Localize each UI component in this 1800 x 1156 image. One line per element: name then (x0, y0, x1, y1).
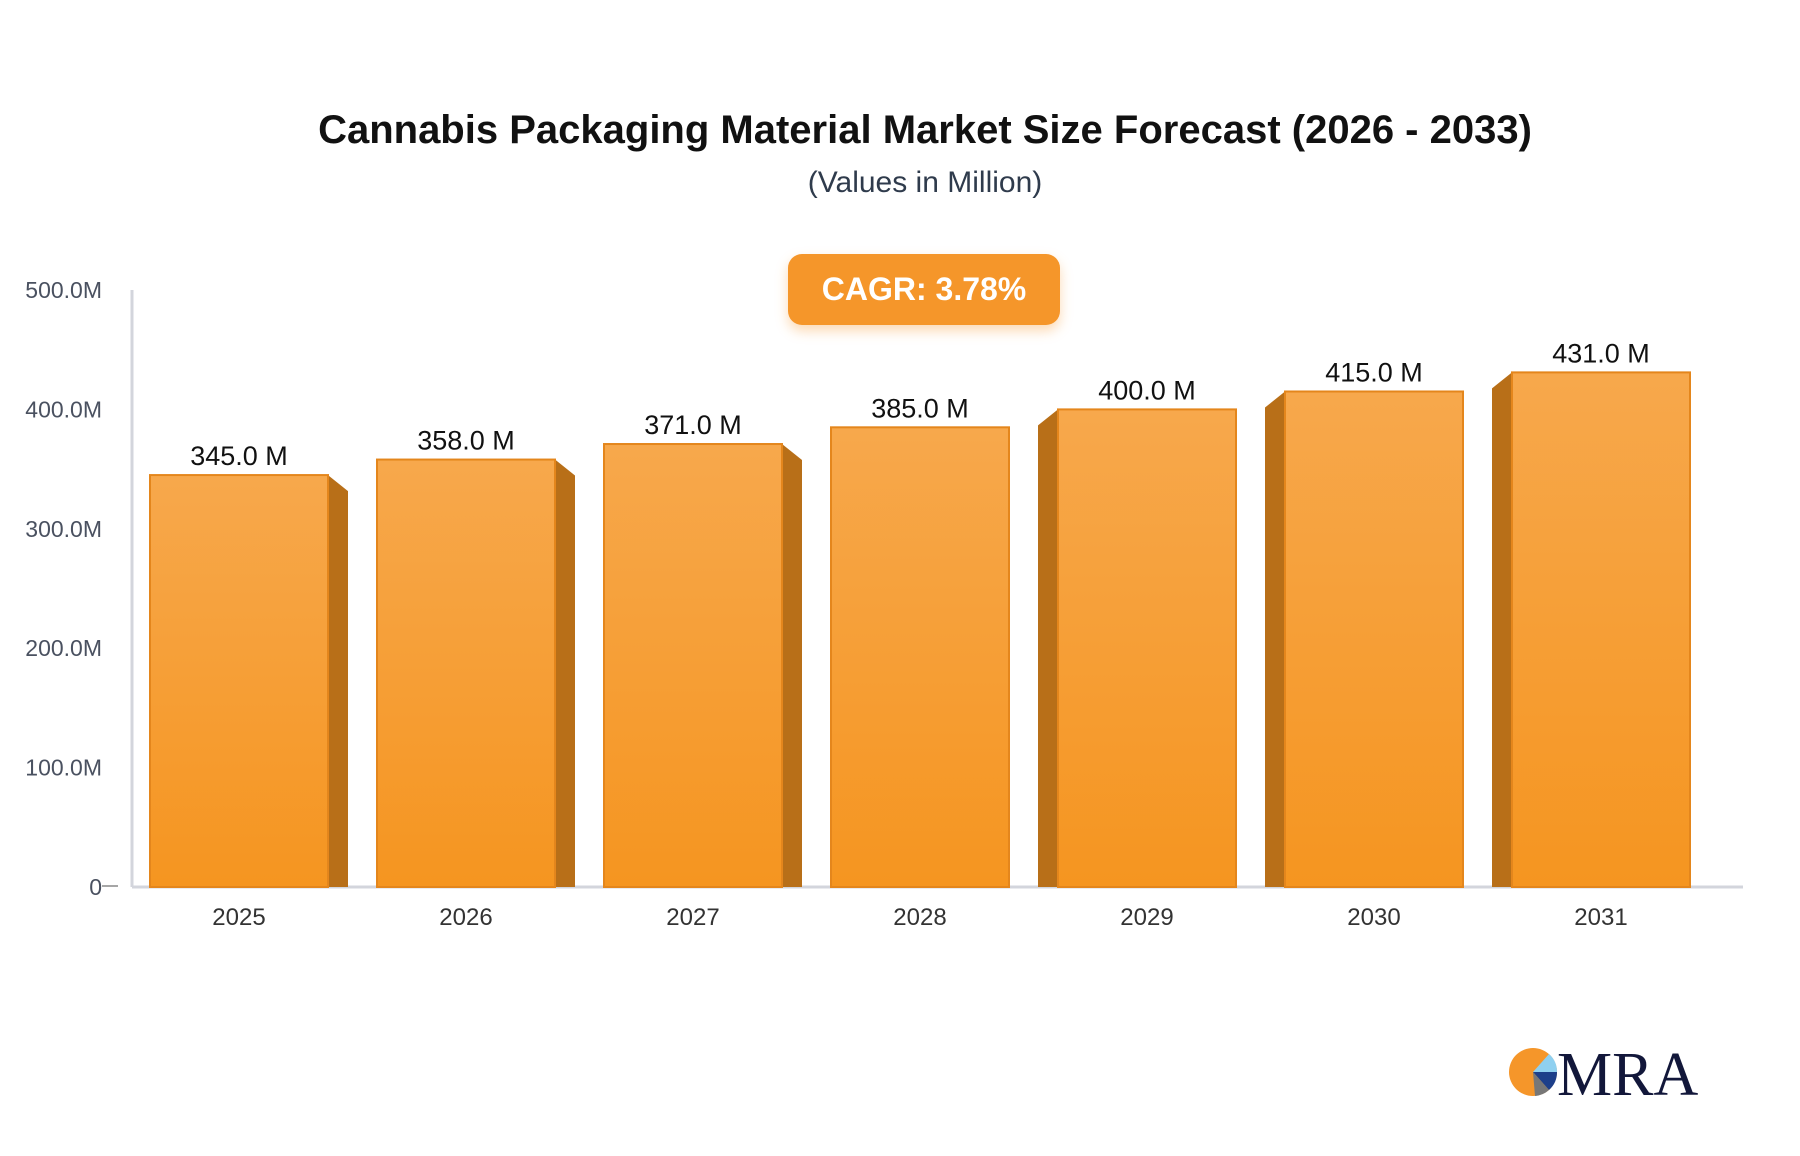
x-tick-label: 2025 (212, 904, 265, 931)
data-label: 371.0 M (644, 410, 742, 440)
data-label: 358.0 M (417, 426, 515, 456)
y-tick-label: 300.0M (25, 516, 102, 542)
y-tick-label: 500.0M (25, 277, 102, 303)
data-label: 400.0 M (1098, 375, 1196, 405)
bar (376, 458, 556, 888)
bar (830, 426, 1010, 888)
x-tick-label: 2031 (1574, 904, 1627, 931)
bar (603, 443, 783, 888)
data-label: 345.0 M (190, 441, 288, 471)
bar (149, 474, 329, 888)
data-label: 431.0 M (1552, 338, 1650, 368)
y-tick-label: 200.0M (25, 635, 102, 661)
bar-side (1492, 372, 1512, 887)
chart-title: Cannabis Packaging Material Market Size … (318, 108, 1532, 152)
mra-logo: MRA (1505, 1040, 1705, 1100)
x-tick-label: 2030 (1347, 904, 1400, 931)
data-label: 385.0 M (871, 393, 969, 423)
bar-side (555, 459, 575, 887)
x-tick-label: 2028 (893, 904, 946, 931)
y-tick-label: 100.0M (25, 755, 102, 781)
bar-side (1265, 391, 1285, 887)
cagr-badge: CAGR: 3.78% (788, 254, 1060, 325)
x-tick-label: 2029 (1120, 904, 1173, 931)
bar-side (782, 444, 802, 887)
bar-side (328, 475, 348, 887)
chart-subtitle: (Values in Million) (807, 166, 1043, 199)
y-tick-label: 400.0M (25, 396, 102, 422)
x-tick-label: 2026 (439, 904, 492, 931)
y-tick-label: 0 (89, 874, 102, 900)
data-label: 415.0 M (1325, 357, 1423, 387)
bar-side (1038, 409, 1058, 887)
x-tick-label: 2027 (666, 904, 719, 931)
bar (1284, 390, 1464, 888)
svg-text:MRA: MRA (1557, 1041, 1698, 1100)
bar (1511, 371, 1691, 888)
bar (1057, 408, 1237, 888)
